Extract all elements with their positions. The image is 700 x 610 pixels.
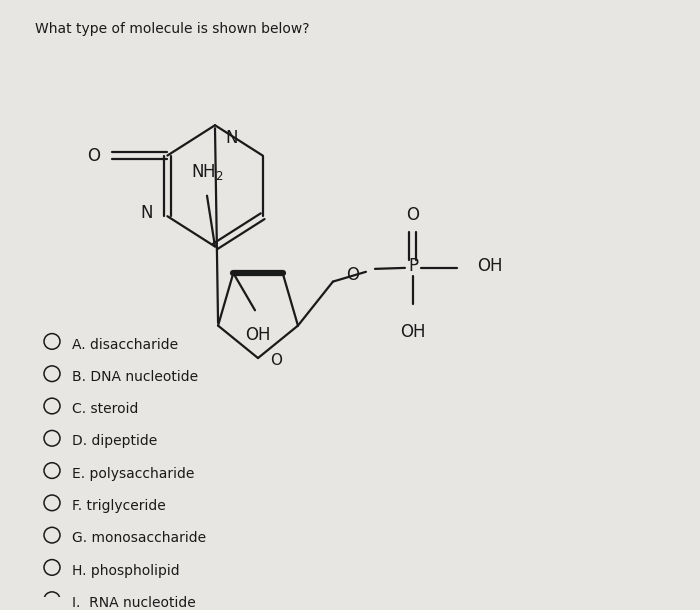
Text: I.  RNA nucleotide: I. RNA nucleotide: [72, 596, 196, 610]
Text: N: N: [141, 204, 153, 222]
Text: A. disaccharide: A. disaccharide: [72, 337, 178, 351]
Text: F. triglyceride: F. triglyceride: [72, 499, 166, 513]
Text: NH$_2$: NH$_2$: [190, 162, 223, 182]
Text: G. monosaccharide: G. monosaccharide: [72, 531, 206, 545]
Text: B. DNA nucleotide: B. DNA nucleotide: [72, 370, 198, 384]
Text: E. polysaccharide: E. polysaccharide: [72, 467, 195, 481]
Text: What type of molecule is shown below?: What type of molecule is shown below?: [35, 21, 309, 35]
Text: O: O: [407, 206, 419, 224]
Text: P: P: [408, 257, 418, 275]
Text: D. dipeptide: D. dipeptide: [72, 434, 158, 448]
Text: O: O: [346, 266, 359, 284]
Text: OH: OH: [245, 326, 271, 344]
Text: OH: OH: [400, 323, 426, 340]
Text: H. phospholipid: H. phospholipid: [72, 564, 180, 578]
Text: C. steroid: C. steroid: [72, 402, 139, 416]
Text: O: O: [88, 146, 100, 165]
Text: N: N: [225, 129, 237, 147]
Text: OH: OH: [477, 257, 503, 275]
Text: O: O: [270, 353, 282, 367]
